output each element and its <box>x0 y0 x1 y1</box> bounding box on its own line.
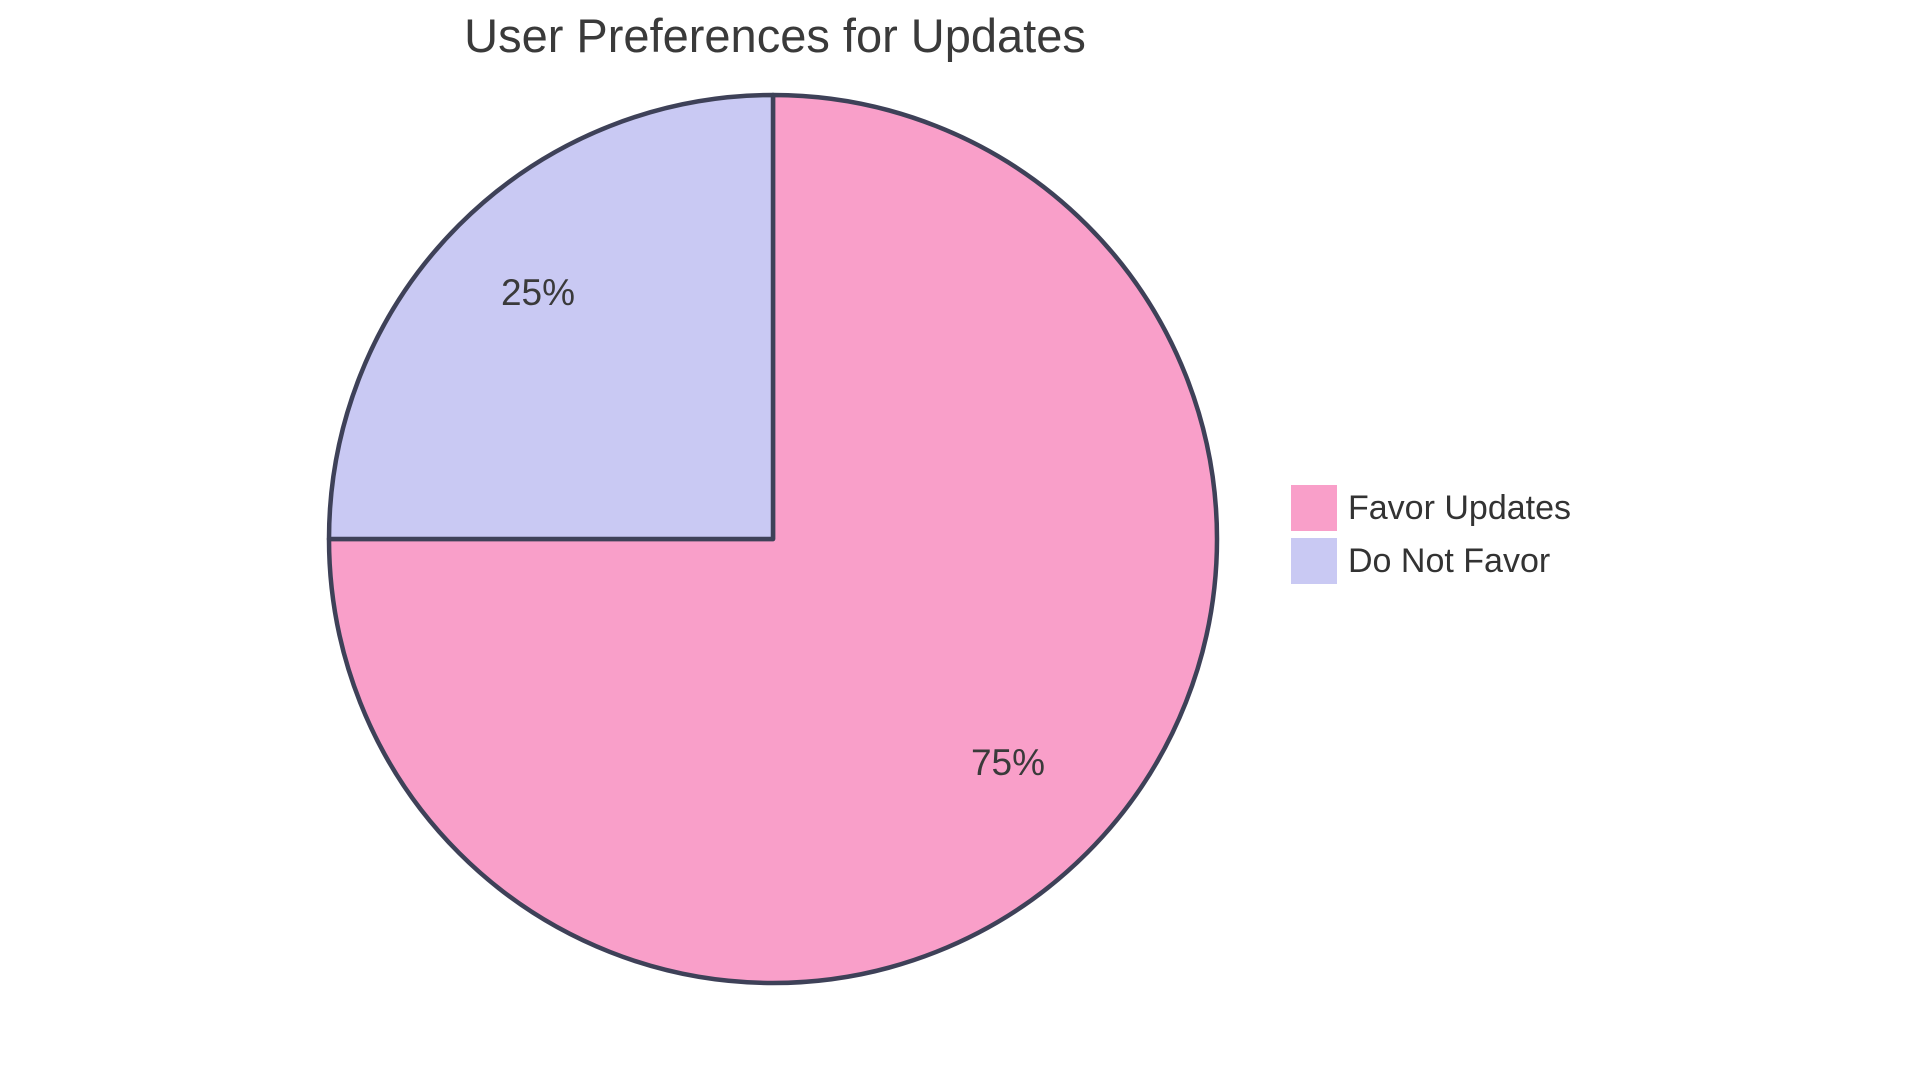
legend-label-do-not-favor: Do Not Favor <box>1348 541 1551 580</box>
legend-swatch-rect <box>1291 485 1337 531</box>
legend-item-favor-updates: Favor Updates <box>1291 485 1571 531</box>
pie-slice-do-not-favor <box>326 92 776 542</box>
legend-label-favor-updates: Favor Updates <box>1348 488 1571 527</box>
legend-swatch-favor-updates <box>1291 485 1337 531</box>
pct-label-do-not-favor: 25% <box>500 272 576 313</box>
pct-label-favor-updates: 75% <box>970 742 1046 783</box>
legend-swatch-rect <box>1291 538 1337 584</box>
legend-swatch-do-not-favor <box>1291 538 1337 584</box>
chart-title: User Preferences for Updates <box>464 9 1086 62</box>
legend-item-do-not-favor: Do Not Favor <box>1291 538 1571 584</box>
legend: Favor Updates Do Not Favor <box>1291 485 1571 584</box>
